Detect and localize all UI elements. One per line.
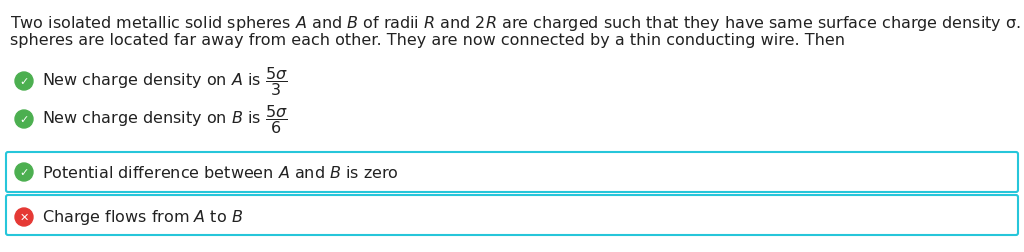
- Text: Two isolated metallic solid spheres $A$ and $B$ of radii $R$ and $2R$ are charge: Two isolated metallic solid spheres $A$ …: [10, 14, 1024, 33]
- Circle shape: [15, 73, 33, 91]
- Text: ✓: ✓: [19, 115, 29, 124]
- Text: spheres are located far away from each other. They are now connected by a thin c: spheres are located far away from each o…: [10, 33, 845, 48]
- Text: New charge density on $A$ is $\dfrac{5\sigma}{3}$: New charge density on $A$ is $\dfrac{5\s…: [42, 65, 288, 98]
- Circle shape: [15, 163, 33, 181]
- Text: Potential difference between $A$ and $B$ is zero: Potential difference between $A$ and $B$…: [42, 164, 399, 180]
- Circle shape: [15, 111, 33, 129]
- Text: ✓: ✓: [19, 77, 29, 87]
- FancyBboxPatch shape: [6, 152, 1018, 192]
- Circle shape: [15, 208, 33, 226]
- Text: New charge density on $B$ is $\dfrac{5\sigma}{6}$: New charge density on $B$ is $\dfrac{5\s…: [42, 103, 288, 136]
- Text: ✕: ✕: [19, 212, 29, 222]
- FancyBboxPatch shape: [6, 195, 1018, 235]
- Text: ✓: ✓: [19, 167, 29, 177]
- Text: Charge flows from $A$ to $B$: Charge flows from $A$ to $B$: [42, 208, 243, 227]
